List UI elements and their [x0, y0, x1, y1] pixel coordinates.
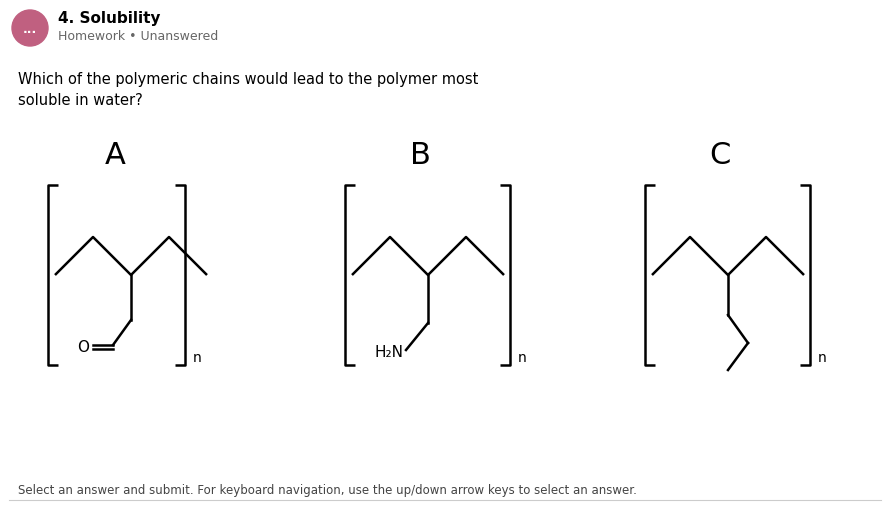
Circle shape	[12, 10, 48, 46]
Text: Homework • Unanswered: Homework • Unanswered	[58, 30, 218, 42]
Text: n: n	[818, 351, 827, 365]
Text: n: n	[193, 351, 202, 365]
Text: 4. Solubility: 4. Solubility	[58, 11, 160, 26]
Text: ...: ...	[23, 22, 37, 35]
Text: O: O	[77, 339, 89, 355]
Text: Which of the polymeric chains would lead to the polymer most
soluble in water?: Which of the polymeric chains would lead…	[18, 72, 479, 108]
Text: A: A	[104, 141, 125, 170]
Text: H₂N: H₂N	[374, 344, 403, 360]
Text: B: B	[409, 141, 431, 170]
Text: C: C	[709, 141, 731, 170]
Text: n: n	[518, 351, 527, 365]
Text: Select an answer and submit. For keyboard navigation, use the up/down arrow keys: Select an answer and submit. For keyboar…	[18, 483, 637, 497]
